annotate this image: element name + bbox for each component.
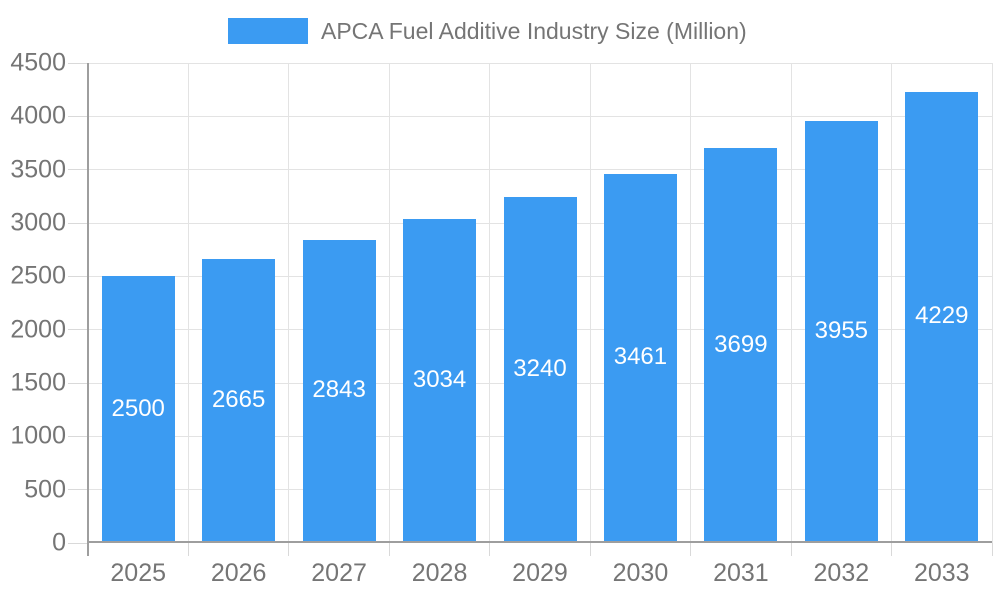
y-axis-label: 3500 xyxy=(10,155,66,184)
bar-value-label: 3699 xyxy=(714,330,768,358)
y-axis-label: 1500 xyxy=(10,368,66,397)
x-axis-tick xyxy=(790,543,792,556)
x-axis-tick xyxy=(891,543,893,556)
bar[interactable]: 3461 xyxy=(603,173,677,541)
bar[interactable]: 2843 xyxy=(302,239,376,541)
y-axis-label: 500 xyxy=(24,475,66,504)
bar[interactable]: 3699 xyxy=(704,148,778,541)
h-gridline xyxy=(88,62,992,64)
v-gridline xyxy=(991,63,993,543)
x-axis-label: 2031 xyxy=(713,559,769,587)
y-axis-tick xyxy=(68,542,88,544)
y-axis-label: 0 xyxy=(52,528,66,557)
y-axis-labels: 0 500 1000 1500 2000 2500 3000 3500 4000 4500 xyxy=(0,0,66,600)
x-axis-tick xyxy=(187,543,189,556)
x-axis-line xyxy=(88,541,992,543)
x-axis-label: 2027 xyxy=(311,559,367,587)
x-axis-tick xyxy=(589,543,591,556)
v-gridline xyxy=(790,63,792,543)
bar[interactable]: 3034 xyxy=(403,219,477,541)
v-gridline xyxy=(388,63,390,543)
y-axis-line xyxy=(87,63,89,556)
bar-value-label: 3240 xyxy=(513,355,567,383)
x-axis-label: 2028 xyxy=(411,559,468,587)
bar-value-label: 3461 xyxy=(613,343,668,371)
plot-area: 2500 2665 2843 3034 3240 3461 3699 3955 4229 xyxy=(68,62,993,556)
v-gridline xyxy=(891,63,893,543)
h-gridline xyxy=(88,115,992,117)
bar[interactable]: 3240 xyxy=(503,197,577,541)
y-axis-tick xyxy=(68,169,88,171)
x-axis-label: 2026 xyxy=(210,559,267,587)
bar-value-label: 3955 xyxy=(814,317,869,345)
x-axis-tick xyxy=(991,543,993,556)
bar-value-label: 4229 xyxy=(915,302,969,330)
bar[interactable]: 4229 xyxy=(905,91,979,541)
x-axis-label: 2030 xyxy=(612,559,669,587)
y-axis-tick xyxy=(68,435,88,437)
x-axis-label: 2029 xyxy=(512,559,568,587)
x-axis-tick xyxy=(388,543,390,556)
y-axis-tick xyxy=(68,489,88,491)
y-axis-tick xyxy=(68,62,88,64)
bar-value-label: 3034 xyxy=(412,366,467,394)
legend-label: APCA Fuel Additive Industry Size (Millio… xyxy=(321,17,747,44)
legend[interactable]: APCA Fuel Additive Industry Size (Millio… xyxy=(228,17,747,45)
y-axis-tick xyxy=(68,222,88,224)
y-axis-tick xyxy=(68,329,88,331)
legend-swatch xyxy=(228,18,308,44)
y-axis-tick xyxy=(68,275,88,277)
y-axis-label: 4000 xyxy=(10,101,66,130)
y-axis-label: 2500 xyxy=(10,261,66,290)
x-axis-label: 2033 xyxy=(913,559,970,587)
v-gridline xyxy=(288,63,290,543)
h-gridline xyxy=(88,169,992,171)
y-axis-label: 4500 xyxy=(10,48,66,77)
v-gridline xyxy=(589,63,591,543)
y-axis-label: 1000 xyxy=(10,421,66,450)
v-gridline xyxy=(187,63,189,543)
bar-value-label: 2843 xyxy=(312,376,366,404)
v-gridline xyxy=(690,63,692,543)
x-axis-label: 2025 xyxy=(110,559,167,587)
y-axis-tick xyxy=(68,115,88,117)
x-axis-label: 2032 xyxy=(813,559,870,587)
v-gridline xyxy=(489,63,491,543)
x-axis-tick xyxy=(489,543,491,556)
x-axis-tick xyxy=(690,543,692,556)
y-axis-label: 3000 xyxy=(10,208,66,237)
y-axis-label: 2000 xyxy=(10,315,66,344)
bar[interactable]: 2665 xyxy=(202,258,276,541)
bar-value-label: 2500 xyxy=(111,394,165,422)
bar-value-label: 2665 xyxy=(211,385,266,413)
bar[interactable]: 3955 xyxy=(804,121,878,541)
bar[interactable]: 2500 xyxy=(101,276,175,541)
y-axis-tick xyxy=(68,382,88,384)
x-axis-tick xyxy=(288,543,290,556)
